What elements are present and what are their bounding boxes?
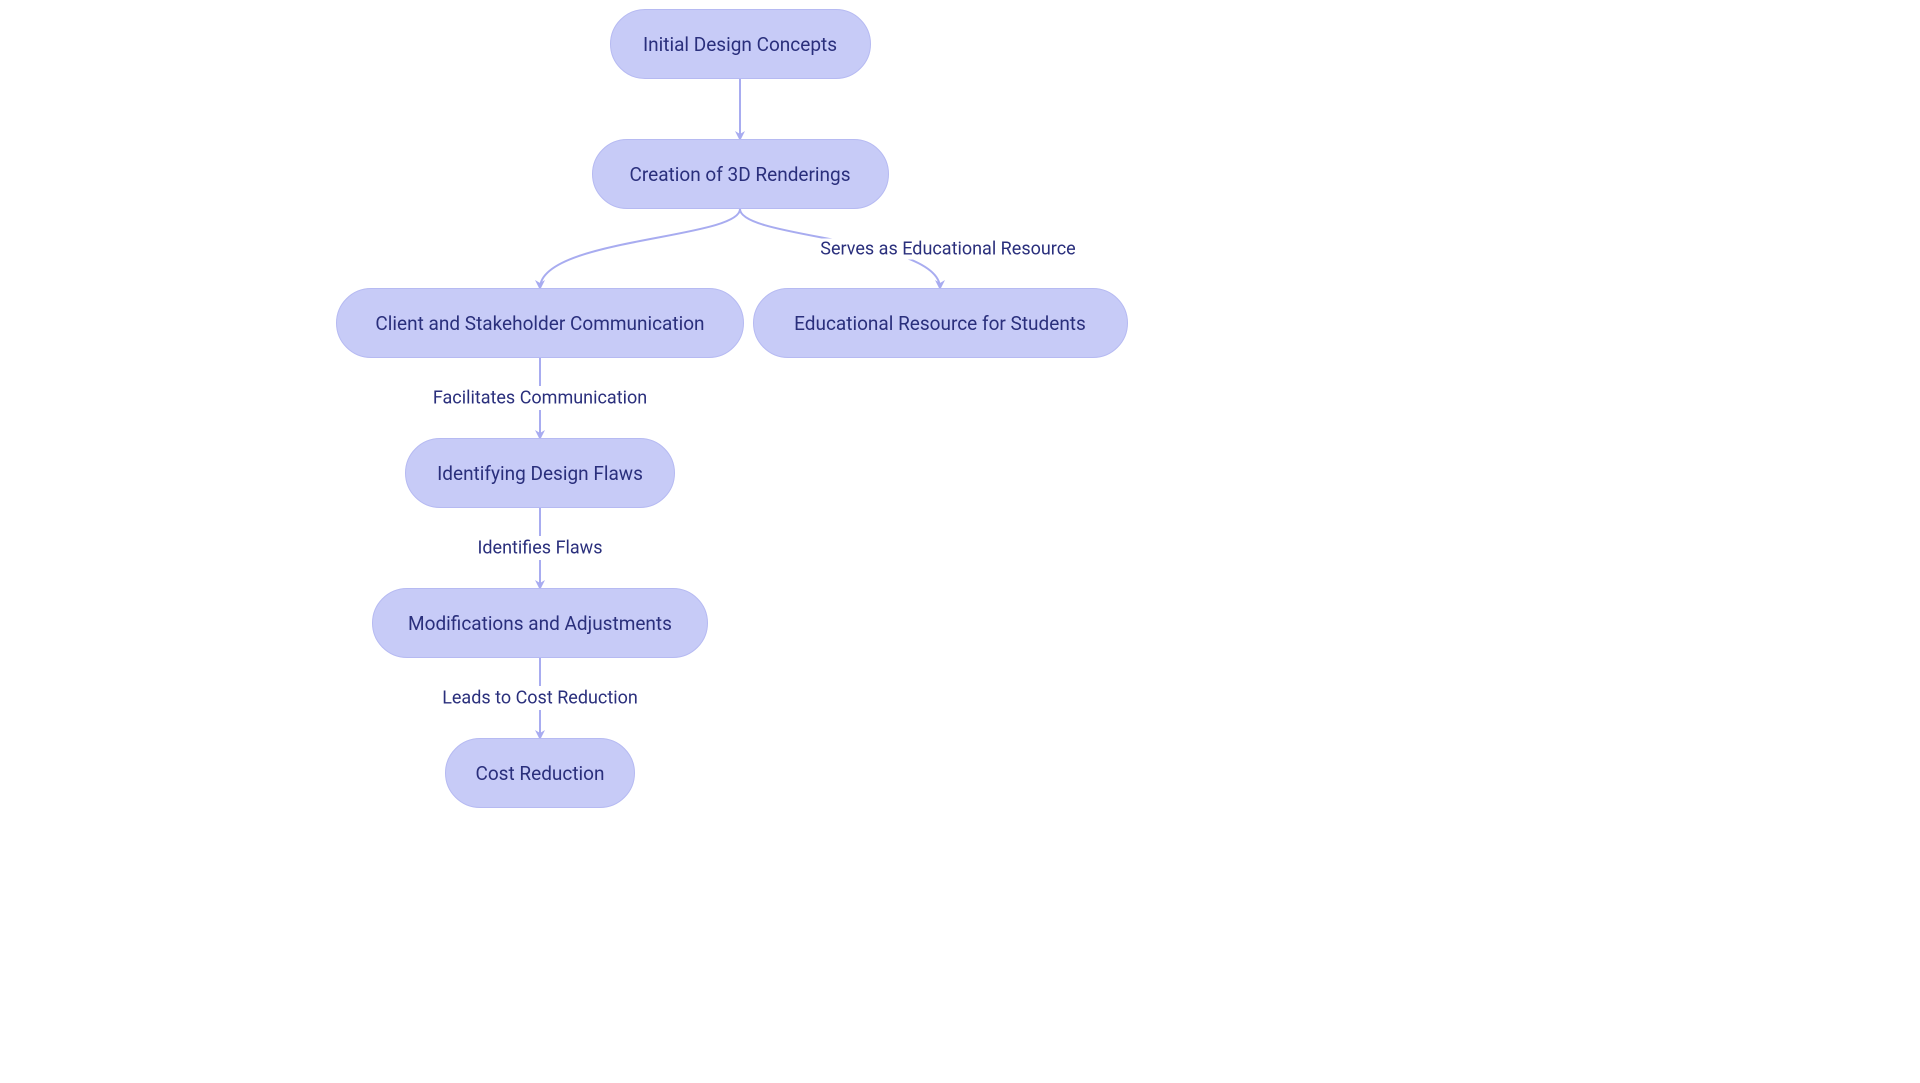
node-client: Client and Stakeholder Communication — [336, 288, 744, 358]
edge-label-creation-education: Serves as Educational Resource — [816, 239, 1079, 260]
edges-layer — [0, 0, 1920, 1083]
node-creation: Creation of 3D Renderings — [592, 139, 889, 209]
node-initial: Initial Design Concepts — [610, 9, 871, 79]
edge-label-mods-cost: Leads to Cost Reduction — [438, 688, 642, 709]
node-flaws: Identifying Design Flaws — [405, 438, 675, 508]
flowchart-canvas: Initial Design Concepts Creation of 3D Re… — [0, 0, 1920, 1083]
node-education: Educational Resource for Students — [753, 288, 1128, 358]
edge-label-flaws-mods: Identifies Flaws — [473, 538, 606, 559]
edge-label-client-flaws: Facilitates Communication — [429, 388, 651, 409]
node-mods: Modifications and Adjustments — [372, 588, 708, 658]
node-cost: Cost Reduction — [445, 738, 635, 808]
edge-creation-client — [540, 209, 740, 288]
